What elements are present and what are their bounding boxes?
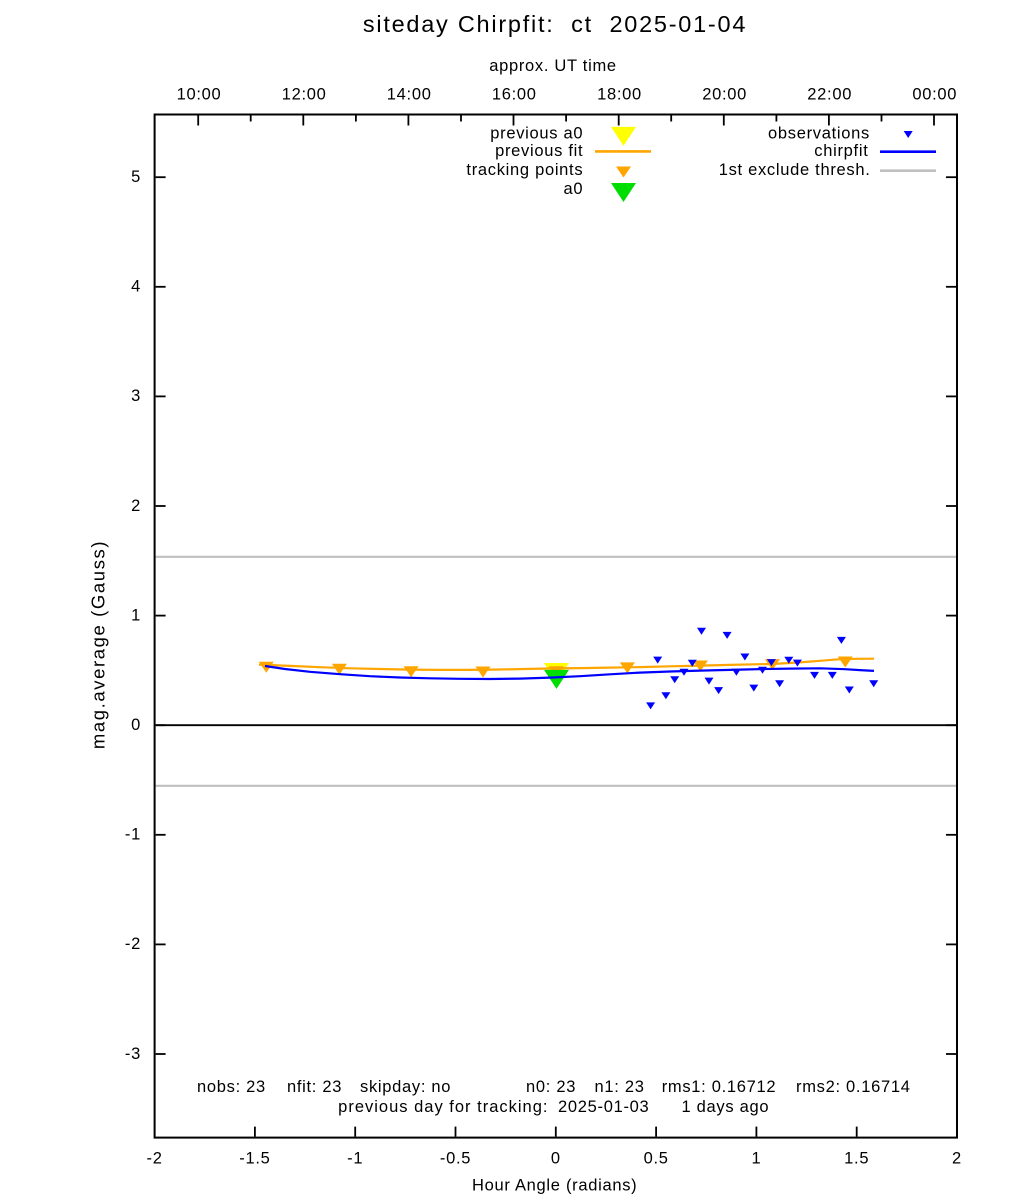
svg-text:previous day for tracking:: previous day for tracking:: [338, 1098, 548, 1116]
svg-text:2: 2: [952, 1150, 962, 1168]
svg-text:n0: 23: n0: 23: [526, 1078, 576, 1096]
svg-text:0: 0: [551, 1150, 561, 1168]
svg-text:n1: 23: n1: 23: [595, 1078, 645, 1096]
svg-text:0.5: 0.5: [644, 1150, 669, 1168]
svg-text:18:00: 18:00: [597, 86, 642, 104]
svg-text:nfit: 23: nfit: 23: [287, 1078, 342, 1096]
svg-text:1st exclude thresh.: 1st exclude thresh.: [719, 161, 871, 179]
svg-text:-1.5: -1.5: [239, 1150, 270, 1168]
svg-text:approx. UT time: approx. UT time: [489, 57, 617, 75]
svg-text:previous fit: previous fit: [495, 142, 583, 160]
svg-text:mag.average (Gauss): mag.average (Gauss): [88, 540, 109, 749]
svg-text:observations: observations: [768, 125, 870, 143]
svg-text:a0: a0: [564, 180, 584, 198]
svg-text:-3: -3: [125, 1045, 141, 1063]
svg-text:tracking points: tracking points: [466, 161, 583, 179]
svg-text:siteday Chirpfit: ct 2025-01: siteday Chirpfit: ct 2025-01-04: [363, 11, 747, 37]
svg-text:rms1: 0.16712: rms1: 0.16712: [662, 1078, 777, 1096]
svg-text:0: 0: [131, 716, 141, 734]
svg-text:-1: -1: [125, 826, 141, 844]
svg-text:20:00: 20:00: [702, 86, 747, 104]
svg-text:1: 1: [131, 606, 141, 624]
svg-text:1: 1: [751, 1150, 761, 1168]
svg-text:2: 2: [131, 497, 141, 515]
svg-text:-2: -2: [147, 1150, 163, 1168]
svg-text:10:00: 10:00: [177, 86, 222, 104]
svg-text:-0.5: -0.5: [440, 1150, 471, 1168]
svg-text:2025-01-03: 2025-01-03: [558, 1098, 649, 1116]
svg-text:rms2: 0.16714: rms2: 0.16714: [796, 1078, 911, 1096]
svg-text:chirpfit: chirpfit: [814, 142, 868, 160]
svg-text:nobs: 23: nobs: 23: [197, 1078, 266, 1096]
svg-text:14:00: 14:00: [387, 86, 432, 104]
svg-text:previous a0: previous a0: [490, 125, 583, 143]
svg-text:4: 4: [131, 278, 141, 296]
svg-text:1 days ago: 1 days ago: [682, 1098, 770, 1116]
svg-text:skipday: no: skipday: no: [360, 1078, 451, 1096]
svg-text:1.5: 1.5: [844, 1150, 869, 1168]
svg-text:16:00: 16:00: [492, 86, 537, 104]
svg-text:-2: -2: [125, 935, 141, 953]
svg-text:Hour Angle (radians): Hour Angle (radians): [472, 1177, 637, 1195]
svg-text:-1: -1: [347, 1150, 363, 1168]
svg-text:3: 3: [131, 387, 141, 405]
svg-text:12:00: 12:00: [282, 86, 327, 104]
svg-text:5: 5: [131, 168, 141, 186]
svg-text:22:00: 22:00: [807, 86, 852, 104]
svg-text:00:00: 00:00: [912, 86, 957, 104]
